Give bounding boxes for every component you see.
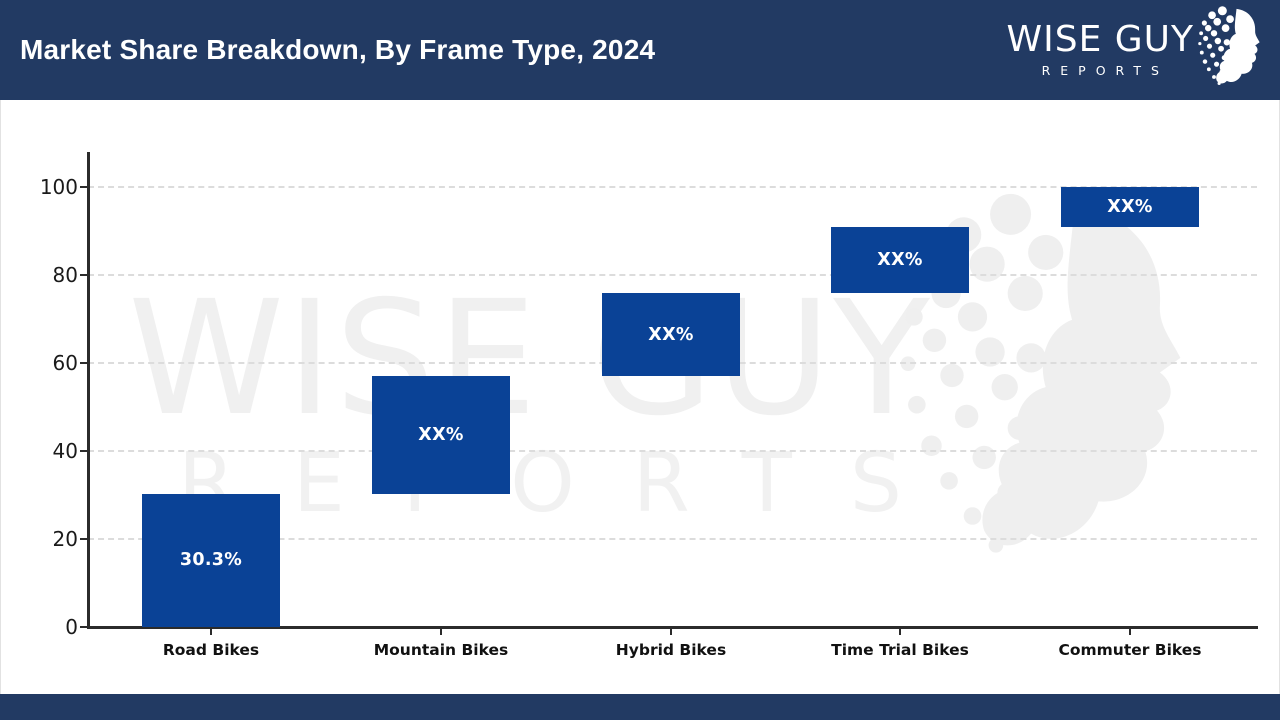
y-tick-100: [80, 185, 88, 189]
watermark-subtitle: REPORTS: [178, 436, 960, 531]
x-axis-spine: [87, 626, 1258, 629]
footer-bar: [0, 694, 1280, 720]
y-tick-label-60: 60: [52, 351, 78, 375]
gridline-80: [88, 274, 1257, 276]
category-label-commuter-bikes: Commuter Bikes: [1058, 641, 1202, 659]
bar-hybrid-bikes: XX%: [602, 293, 740, 377]
x-tick-mountain-bikes: [439, 628, 443, 635]
y-tick-40: [80, 449, 88, 453]
logo-subtitle: REPORTS: [1041, 63, 1169, 78]
gridline-100: [88, 186, 1257, 188]
logo-wordmark: WISE GUY: [1006, 19, 1194, 60]
category-label-time-trial-bikes: Time Trial Bikes: [831, 641, 969, 659]
y-tick-label-0: 0: [65, 615, 78, 639]
y-tick-20: [80, 537, 88, 541]
wiseguy-face-icon: [1198, 6, 1260, 86]
y-tick-80: [80, 273, 88, 277]
gridline-20: [88, 538, 1257, 540]
y-axis-spine: [87, 152, 90, 629]
page-title: Market Share Breakdown, By Frame Type, 2…: [20, 34, 656, 65]
wiseguy-logo-text: WISE GUY REPORTS: [1006, 19, 1195, 79]
header-bar: Market Share Breakdown, By Frame Type, 2…: [0, 0, 1280, 100]
canvas-border-left: [0, 100, 1, 694]
x-tick-commuter-bikes: [1128, 628, 1132, 635]
y-tick-label-40: 40: [52, 439, 78, 463]
wiseguy-logo: WISE GUY REPORTS: [1007, 5, 1280, 95]
y-tick-0: [80, 625, 88, 629]
bar-label-road-bikes: 30.3%: [179, 550, 243, 571]
bar-label-time-trial-bikes: XX%: [877, 250, 923, 271]
category-label-hybrid-bikes: Hybrid Bikes: [615, 641, 727, 659]
y-tick-label-100: 100: [39, 175, 78, 199]
bar-commuter-bikes: XX%: [1061, 187, 1199, 228]
gridline-40: [88, 450, 1257, 452]
category-label-road-bikes: Road Bikes: [162, 641, 260, 659]
bar-mountain-bikes: XX%: [372, 376, 510, 494]
bar-road-bikes: 30.3%: [142, 493, 280, 627]
bar-label-mountain-bikes: XX%: [418, 424, 464, 445]
x-tick-hybrid-bikes: [669, 628, 673, 635]
y-tick-label-20: 20: [52, 527, 78, 551]
x-tick-time-trial-bikes: [898, 628, 902, 635]
x-tick-road-bikes: [209, 628, 213, 635]
y-tick-label-80: 80: [52, 263, 78, 287]
bar-time-trial-bikes: XX%: [831, 227, 969, 294]
bar-label-commuter-bikes: XX%: [1107, 197, 1153, 218]
watermark-wordmark: WISE GUY: [128, 267, 932, 451]
bar-label-hybrid-bikes: XX%: [648, 324, 694, 345]
category-label-mountain-bikes: Mountain Bikes: [373, 641, 509, 659]
y-tick-60: [80, 361, 88, 365]
